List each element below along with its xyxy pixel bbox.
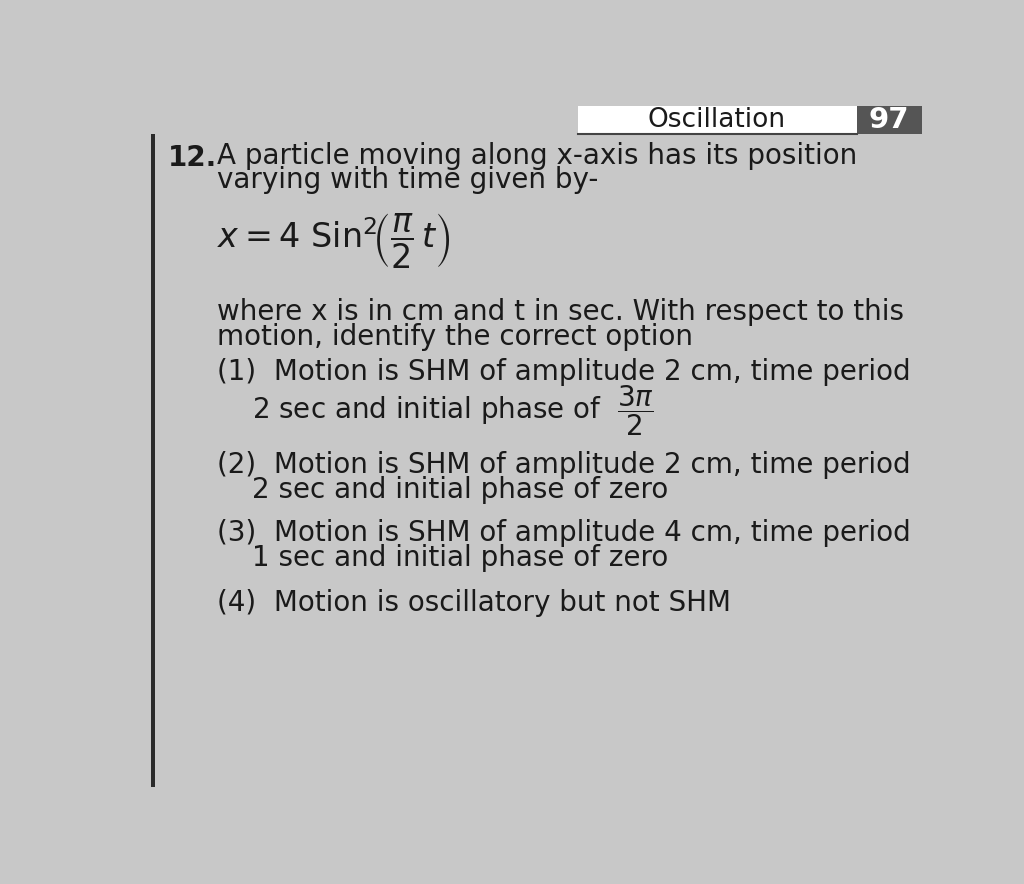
Text: 97: 97	[868, 106, 909, 134]
Text: 12.: 12.	[168, 144, 217, 172]
Text: 1 sec and initial phase of zero: 1 sec and initial phase of zero	[252, 544, 669, 572]
Text: Oscillation: Oscillation	[648, 107, 786, 133]
Text: varying with time given by-: varying with time given by-	[217, 166, 598, 194]
Bar	[856, 106, 922, 133]
Text: where x is in cm and t in sec. With respect to this: where x is in cm and t in sec. With resp…	[217, 299, 904, 326]
Text: (4)  Motion is oscillatory but not SHM: (4) Motion is oscillatory but not SHM	[217, 589, 731, 617]
Text: 2 sec and initial phase of  $\dfrac{3\pi}{2}$: 2 sec and initial phase of $\dfrac{3\pi}…	[252, 383, 654, 438]
Text: 2 sec and initial phase of zero: 2 sec and initial phase of zero	[252, 476, 669, 504]
Text: A particle moving along x-axis has its position: A particle moving along x-axis has its p…	[217, 142, 857, 170]
Text: $x = 4\ \mathrm{Sin}^2\!\left(\dfrac{\pi}{2}\,t\right)$: $x = 4\ \mathrm{Sin}^2\!\left(\dfrac{\pi…	[217, 211, 451, 271]
Text: (2)  Motion is SHM of amplitude 2 cm, time period: (2) Motion is SHM of amplitude 2 cm, tim…	[217, 451, 910, 479]
Text: (1)  Motion is SHM of amplitude 2 cm, time period: (1) Motion is SHM of amplitude 2 cm, tim…	[217, 358, 910, 385]
Bar	[578, 106, 856, 133]
Text: (3)  Motion is SHM of amplitude 4 cm, time period: (3) Motion is SHM of amplitude 4 cm, tim…	[217, 520, 911, 547]
Bar	[152, 133, 155, 787]
Text: motion, identify the correct option: motion, identify the correct option	[217, 323, 693, 351]
